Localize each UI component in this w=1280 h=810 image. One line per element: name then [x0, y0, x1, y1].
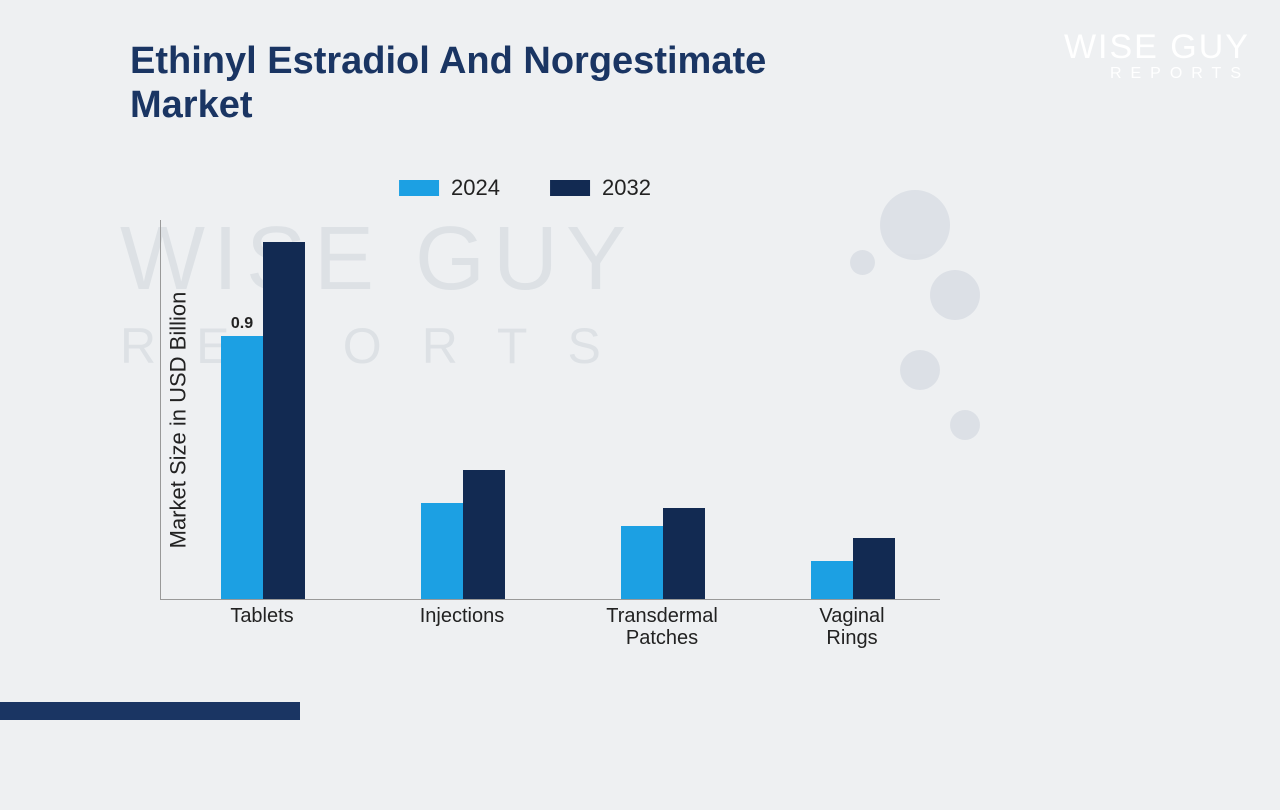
legend: 2024 2032: [399, 175, 651, 201]
legend-label: 2032: [602, 175, 651, 201]
legend-label: 2024: [451, 175, 500, 201]
legend-item-2024: 2024: [399, 175, 500, 201]
legend-swatch: [550, 180, 590, 196]
bar: [463, 470, 505, 599]
x-axis-label: Transdermal Patches: [606, 605, 718, 649]
bar: 0.9: [221, 336, 263, 599]
bar-group: [811, 538, 895, 599]
chart-title: Ethinyl Estradiol And Norgestimate Marke…: [130, 40, 850, 127]
logo-text-line2: REPORTS: [1064, 65, 1250, 83]
bar: [663, 508, 705, 599]
logo-text-line1: WISE GUY: [1064, 28, 1250, 67]
bar-chart: Market Size in USD Billion 2024 2032 0.9…: [100, 175, 950, 665]
x-axis-label: Vaginal Rings: [819, 605, 884, 649]
legend-item-2032: 2032: [550, 175, 651, 201]
bar-group: [621, 508, 705, 599]
legend-swatch: [399, 180, 439, 196]
bar: [263, 242, 305, 599]
x-axis-label: Injections: [420, 605, 505, 627]
plot-area: 0.9: [160, 220, 940, 600]
bar: [811, 561, 853, 599]
bottom-accent-strip: [0, 702, 300, 720]
x-axis-labels: Tablets Injections Transdermal Patches Vagi…: [160, 605, 940, 655]
bar-value-label: 0.9: [221, 315, 263, 333]
bar: [621, 526, 663, 599]
brand-logo: WISE GUY REPORTS: [1064, 28, 1250, 83]
bar: [421, 503, 463, 599]
bar: [853, 538, 895, 599]
x-axis-label: Tablets: [230, 605, 293, 627]
bar-group: 0.9: [221, 242, 305, 599]
bar-group: [421, 470, 505, 599]
